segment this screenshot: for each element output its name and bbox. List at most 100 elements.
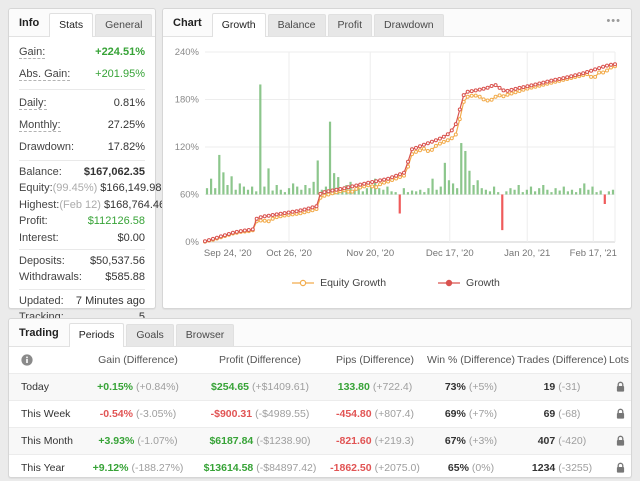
stat-row-daily: Daily: 0.81% xyxy=(19,93,145,115)
cell-difference-value: (+7%) xyxy=(469,408,497,420)
stat-value-prefix: (99.45%) xyxy=(53,182,98,194)
legend-label: Equity Growth xyxy=(320,277,386,289)
info-icon[interactable] xyxy=(21,354,33,366)
stat-value-main: $0.00 xyxy=(117,232,145,244)
stat-label: Interest: xyxy=(19,232,59,244)
value-cell: 133.80(+722.4) xyxy=(323,374,427,401)
stat-value-main: $112126.58 xyxy=(88,215,145,227)
svg-text:120%: 120% xyxy=(175,142,200,153)
stat-value-main: $168,764.46 xyxy=(104,199,165,211)
cell-difference-value: (+722.4) xyxy=(373,381,412,393)
lock-icon xyxy=(615,462,626,474)
stats-panel-title: Info xyxy=(9,10,49,36)
stat-value-main: $166,149.98 xyxy=(100,182,161,194)
period-label: This Year xyxy=(9,455,79,481)
column-header-win-difference: Win % (Difference) xyxy=(427,347,515,374)
lock-icon xyxy=(615,408,626,420)
stat-row-updated: Updated:7 Minutes ago xyxy=(19,293,145,309)
cell-main-value: 69% xyxy=(445,408,466,420)
legend-growth[interactable]: Growth xyxy=(438,277,500,289)
column-header-trades-difference: Trades (Difference) xyxy=(515,347,609,374)
cell-main-value: 133.80 xyxy=(338,381,370,393)
stat-value: 27.25% xyxy=(108,119,145,131)
tab-browser[interactable]: Browser xyxy=(176,324,235,346)
value-cell: 67%(+3%) xyxy=(427,428,515,455)
cell-difference-value: (-$84897.42) xyxy=(256,462,316,474)
stat-value-main: 7 Minutes ago xyxy=(76,295,145,307)
value-cell: +3.93%(-1.07%) xyxy=(79,428,197,455)
lock-icon xyxy=(615,381,626,393)
stat-row-gain: Gain:+224.51% xyxy=(19,42,145,64)
stat-value: 7 Minutes ago xyxy=(76,295,145,307)
tab-general[interactable]: General xyxy=(95,14,152,36)
periods-table-header: Gain (Difference)Profit (Difference)Pips… xyxy=(9,347,631,374)
stat-value: (99.45%)$166,149.98 xyxy=(53,182,162,194)
cell-main-value: 67% xyxy=(445,435,466,447)
stat-row-profit: Profit:$112126.58 xyxy=(19,213,145,229)
stat-label: Daily: xyxy=(19,97,47,110)
value-cell: -821.60(+219.3) xyxy=(323,428,427,455)
value-cell: +9.12%(-188.27%) xyxy=(79,455,197,481)
periods-table: Gain (Difference)Profit (Difference)Pips… xyxy=(9,347,631,481)
trading-panel-title: Trading xyxy=(9,320,69,346)
value-cell: $13614.58(-$84897.42) xyxy=(197,455,323,481)
cell-difference-value: (-188.27%) xyxy=(131,462,183,474)
cell-main-value: +3.93% xyxy=(98,435,134,447)
stats-group: Gain:+224.51%Abs. Gain:+201.95% xyxy=(19,39,145,89)
value-cell: +0.15%(+0.84%) xyxy=(79,374,197,401)
cell-difference-value: (-68) xyxy=(558,408,580,420)
value-cell: 73%(+5%) xyxy=(427,374,515,401)
cell-main-value: -821.60 xyxy=(336,435,372,447)
value-cell: -454.80(+807.4) xyxy=(323,401,427,428)
stats-list: Gain:+224.51%Abs. Gain:+201.95%Daily:0.8… xyxy=(9,37,155,328)
chart-panel-title: Chart xyxy=(163,10,212,36)
tab-balance[interactable]: Balance xyxy=(268,14,326,36)
cell-difference-value: (+0.84%) xyxy=(136,381,179,393)
value-cell: -1862.50(+2075.0) xyxy=(323,455,427,481)
stat-row-balance: Balance:$167,062.35 xyxy=(19,164,145,180)
stat-value-main: 0.81% xyxy=(114,97,145,109)
tab-drawdown[interactable]: Drawdown xyxy=(374,14,444,36)
stat-label: Abs. Gain: xyxy=(19,68,70,81)
stat-label: Deposits: xyxy=(19,255,65,267)
legend-equity-growth[interactable]: Equity Growth xyxy=(292,277,386,289)
stat-row-deposits: Deposits: $50,537.56 xyxy=(19,253,145,269)
svg-text:180%: 180% xyxy=(175,95,200,106)
stat-value: $50,537.56 xyxy=(90,255,145,267)
stat-label: Gain: xyxy=(19,46,45,59)
cell-difference-value: (+$1409.61) xyxy=(252,381,309,393)
cell-difference-value: (-420) xyxy=(558,435,586,447)
locked-value-cell xyxy=(609,455,631,481)
tab-periods[interactable]: Periods xyxy=(69,323,125,347)
value-cell: $6187.84(-$1238.90) xyxy=(197,428,323,455)
tab-growth[interactable]: Growth xyxy=(212,13,266,37)
stat-row-interest: Interest: $0.00 xyxy=(19,229,145,245)
value-cell: $254.65(+$1409.61) xyxy=(197,374,323,401)
svg-text:Nov 20, '20: Nov 20, '20 xyxy=(346,248,394,259)
stat-value-prefix: (Feb 12) xyxy=(59,199,101,211)
value-cell: 19(-31) xyxy=(515,374,609,401)
cell-difference-value: (+219.3) xyxy=(375,435,414,447)
legend-marker-icon xyxy=(438,279,460,287)
tab-profit[interactable]: Profit xyxy=(328,14,373,36)
tab-stats[interactable]: Stats xyxy=(49,13,93,37)
tab-goals[interactable]: Goals xyxy=(126,324,173,346)
cell-difference-value: (-3.05%) xyxy=(136,408,176,420)
cell-main-value: 69 xyxy=(544,408,556,420)
stats-group: Daily:0.81%Monthly:27.25%Drawdown:17.82% xyxy=(19,89,145,160)
stat-value: 0.81% xyxy=(114,97,145,109)
stat-row-highest: Highest:(Feb 12)$168,764.46 xyxy=(19,197,145,213)
stat-value: (Feb 12)$168,764.46 xyxy=(59,199,165,211)
legend-label: Growth xyxy=(466,277,500,289)
more-menu-icon[interactable]: ••• xyxy=(606,9,621,34)
cell-difference-value: (0%) xyxy=(472,462,494,474)
period-label: Today xyxy=(9,374,79,401)
cell-main-value: 19 xyxy=(544,381,556,393)
